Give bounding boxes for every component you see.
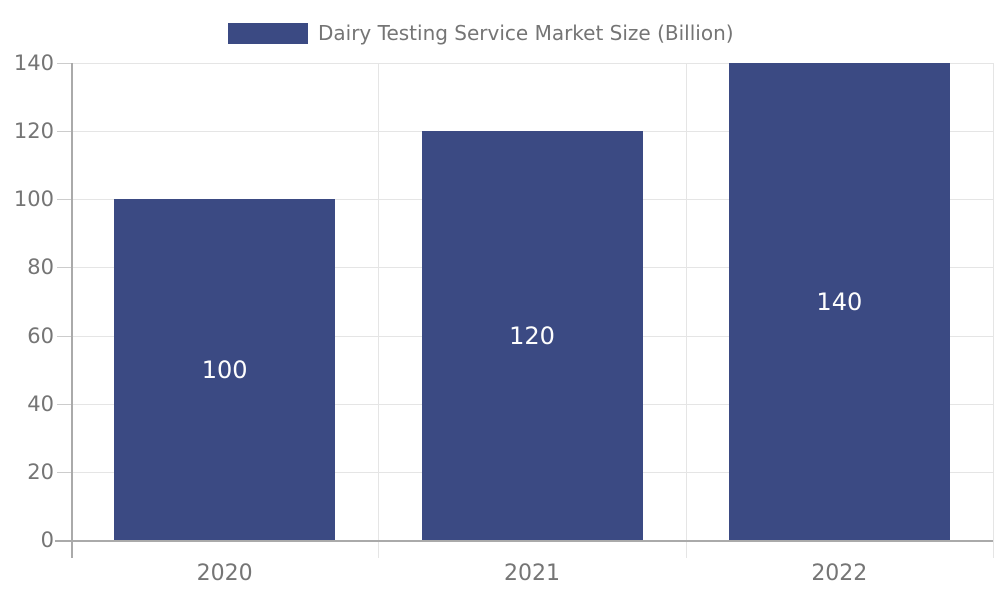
y-axis-spine (71, 63, 73, 558)
y-tick-label: 80 (27, 255, 54, 280)
y-tick-mark (57, 267, 71, 269)
y-tick-label: 140 (13, 51, 54, 75)
x-axis-baseline (55, 540, 993, 542)
y-tick-mark (57, 131, 71, 133)
chart-legend: Dairy Testing Service Market Size (Billi… (228, 21, 734, 45)
x-grid-line (685, 63, 687, 558)
legend-label: Dairy Testing Service Market Size (Billi… (318, 21, 734, 45)
bar-value-label: 100 (201, 355, 248, 384)
y-tick-mark (57, 335, 71, 337)
y-tick-label: 60 (27, 323, 54, 348)
x-grid-line (378, 63, 380, 558)
y-tick-mark (57, 63, 71, 64)
bar (728, 63, 950, 540)
x-grid-line (993, 63, 994, 558)
y-tick-mark (57, 471, 71, 473)
y-tick-label: 20 (27, 459, 54, 484)
y-grid-line (71, 63, 993, 64)
bar (421, 131, 643, 540)
y-tick-label: 120 (13, 119, 54, 144)
y-tick-mark (57, 199, 71, 201)
x-tick-label: 2021 (503, 561, 560, 586)
y-tick-mark (57, 403, 71, 405)
legend-swatch (228, 22, 308, 44)
bar (114, 199, 336, 540)
x-tick-label: 2022 (811, 561, 868, 586)
x-tick-label: 2020 (196, 561, 253, 586)
y-tick-label: 100 (13, 187, 54, 212)
bar-value-label: 140 (816, 287, 863, 316)
y-tick-label: 40 (27, 391, 54, 416)
y-tick-label: 0 (40, 528, 54, 552)
bar-value-label: 120 (509, 321, 555, 350)
